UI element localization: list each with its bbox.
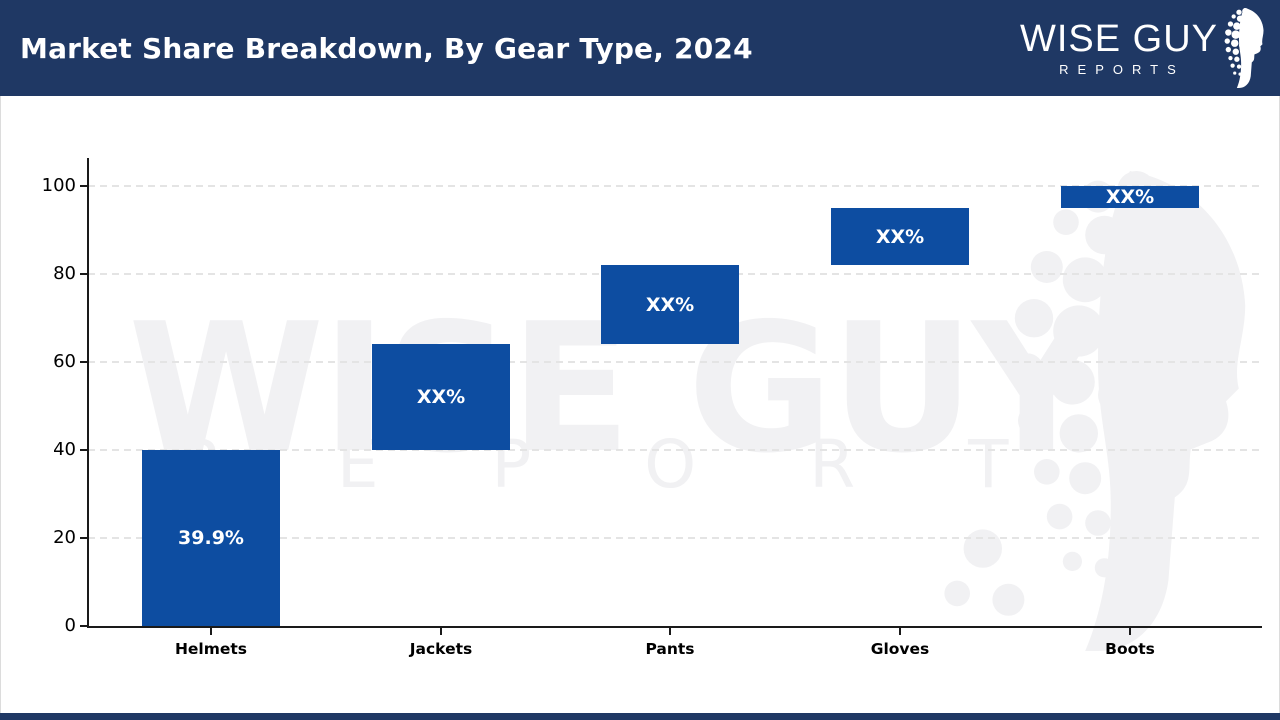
y-tick-label: 40 bbox=[53, 439, 76, 460]
y-gridline bbox=[88, 537, 1262, 539]
logo-subtitle: REPORTS bbox=[1059, 61, 1185, 77]
y-tick-mark bbox=[80, 625, 88, 627]
watermark-subtitle: R E P O R T S bbox=[178, 426, 1210, 503]
x-category-label: Gloves bbox=[870, 640, 930, 658]
x-tick-mark bbox=[1129, 628, 1131, 635]
y-tick-label: 60 bbox=[53, 351, 76, 372]
dotted-head-icon bbox=[1224, 8, 1264, 88]
x-tick-mark bbox=[669, 628, 671, 635]
bar-pants: XX% bbox=[601, 265, 739, 345]
x-tick-mark bbox=[210, 628, 212, 635]
bar-jackets: XX% bbox=[372, 344, 510, 451]
bar-helmets: 39.9% bbox=[142, 450, 280, 626]
footer-bar bbox=[0, 713, 1280, 720]
x-tick-mark bbox=[899, 628, 901, 635]
y-tick-label: 80 bbox=[53, 263, 76, 284]
bar-value-label: XX% bbox=[875, 225, 925, 248]
logo-wordmark: WISE GUY bbox=[1019, 17, 1218, 60]
x-category-label: Jackets bbox=[409, 640, 473, 658]
bar-gloves: XX% bbox=[831, 208, 969, 266]
bar-boots: XX% bbox=[1061, 186, 1199, 208]
bar-value-label: 39.9% bbox=[178, 527, 244, 550]
x-category-label: Helmets bbox=[174, 640, 248, 658]
logo-text: WISE GUY REPORTS bbox=[1020, 20, 1218, 77]
x-category-label: Boots bbox=[1105, 640, 1155, 658]
x-tick-mark bbox=[440, 628, 442, 635]
x-axis-line bbox=[87, 626, 1262, 628]
y-tick-mark bbox=[80, 537, 88, 539]
y-tick-label: 20 bbox=[53, 527, 76, 548]
watermark-head-icon bbox=[944, 171, 1246, 651]
header-bar: Market Share Breakdown, By Gear Type, 20… bbox=[0, 0, 1280, 96]
bar-value-label: XX% bbox=[416, 386, 466, 409]
wise-guy-reports-logo: WISE GUY REPORTS bbox=[1020, 8, 1266, 88]
y-axis-line bbox=[87, 158, 89, 628]
y-tick-label: 0 bbox=[64, 615, 76, 636]
page-title: Market Share Breakdown, By Gear Type, 20… bbox=[20, 31, 753, 65]
y-tick-mark bbox=[80, 273, 88, 275]
y-gridline bbox=[88, 449, 1262, 451]
y-tick-mark bbox=[80, 361, 88, 363]
y-gridline bbox=[88, 185, 1262, 187]
bar-value-label: XX% bbox=[1105, 186, 1155, 208]
y-tick-mark bbox=[80, 185, 88, 187]
x-category-label: Pants bbox=[645, 640, 695, 658]
y-tick-mark bbox=[80, 449, 88, 451]
y-tick-label: 100 bbox=[41, 175, 76, 196]
bar-value-label: XX% bbox=[645, 293, 695, 316]
y-gridline bbox=[88, 361, 1262, 363]
